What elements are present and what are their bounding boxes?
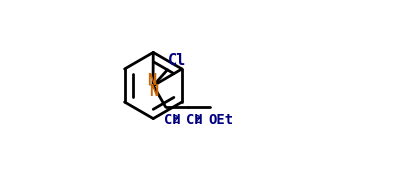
- Text: CH: CH: [185, 113, 202, 127]
- Text: N: N: [147, 73, 156, 88]
- Text: CH: CH: [163, 113, 180, 127]
- Text: 2: 2: [195, 115, 200, 125]
- Text: N: N: [149, 84, 158, 99]
- Text: 2: 2: [173, 115, 178, 125]
- Text: OEt: OEt: [209, 113, 234, 127]
- Text: Cl: Cl: [168, 53, 187, 68]
